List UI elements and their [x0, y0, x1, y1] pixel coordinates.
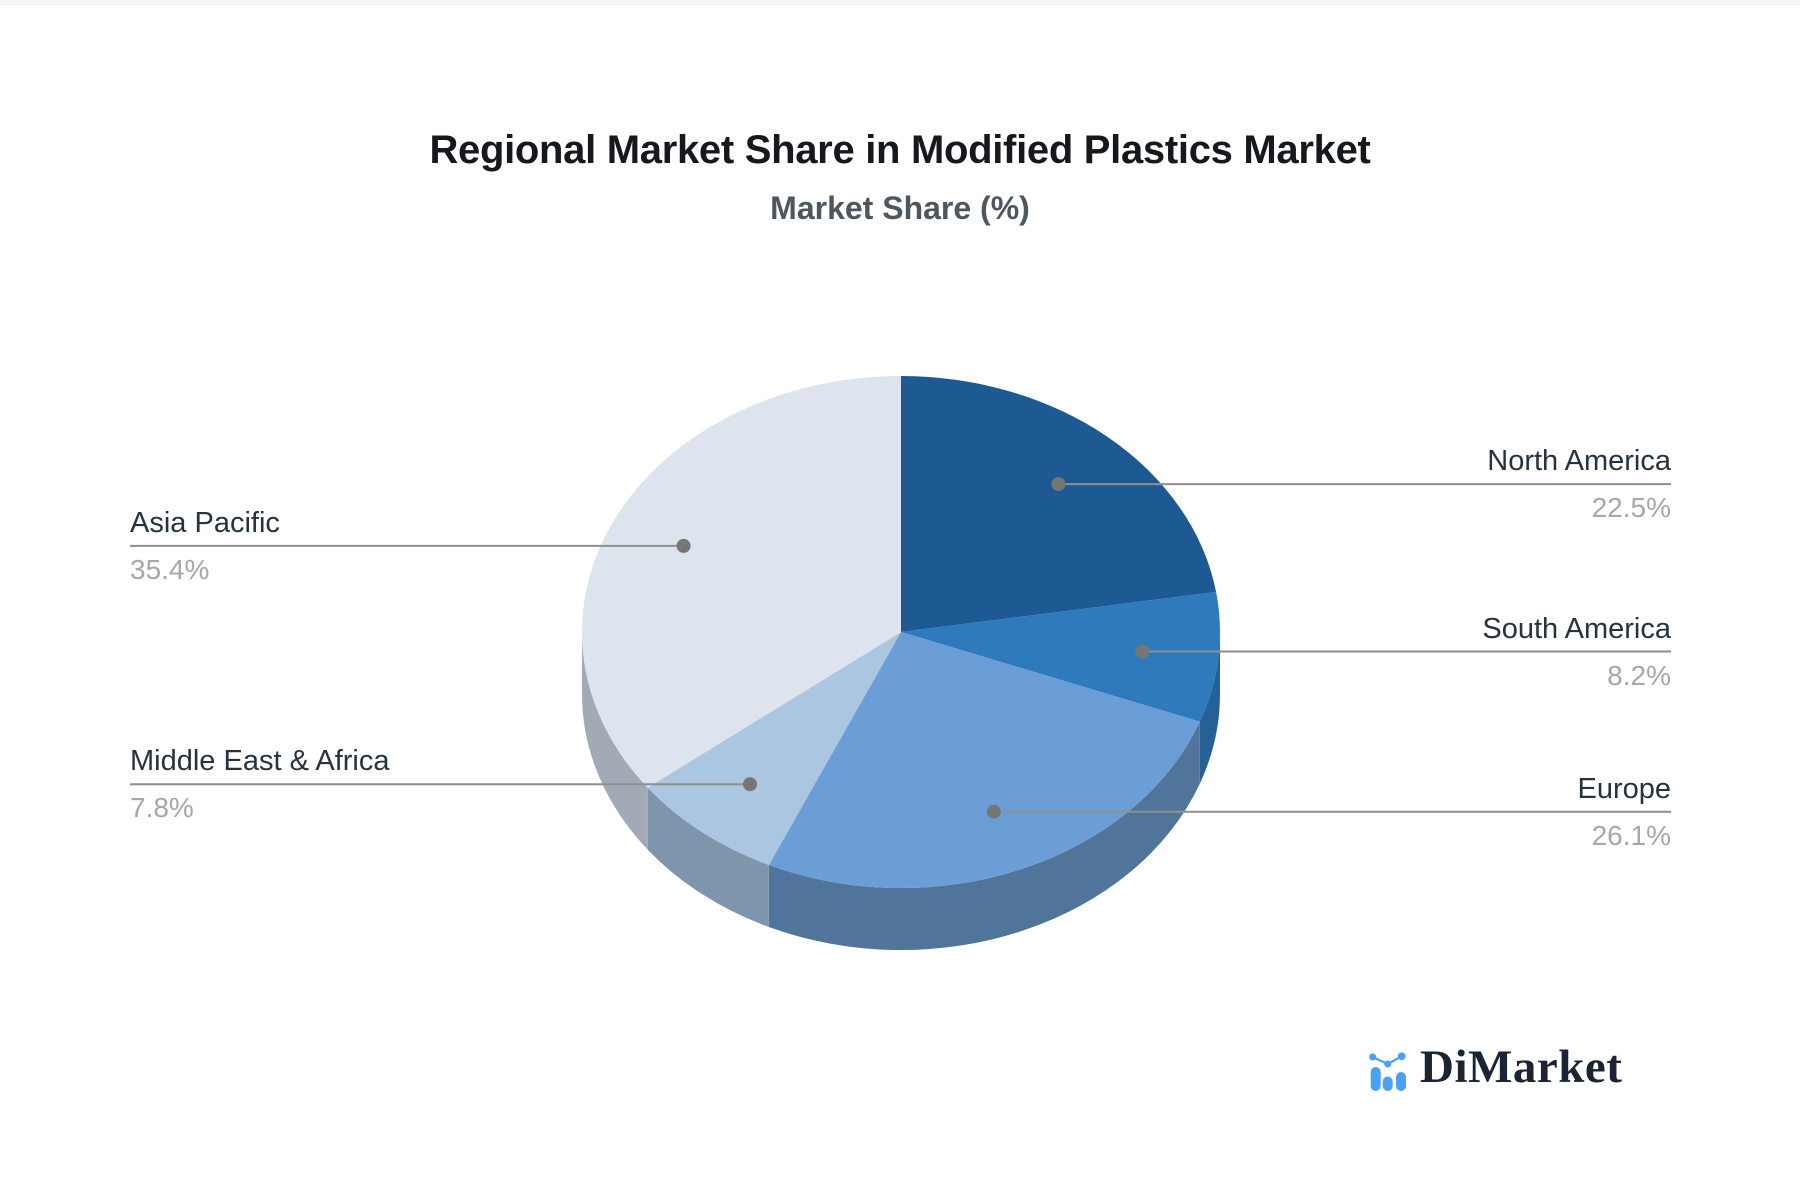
pie-slice-middle-east-africa[interactable] [647, 632, 901, 865]
slice-name: Europe [1577, 772, 1671, 805]
callout-label-middle-east-africa: Middle East & Africa 7.8% [130, 744, 390, 824]
slice-name: South America [1482, 612, 1671, 645]
slice-percent: 26.1% [1591, 819, 1671, 851]
slice-percent: 35.4% [130, 553, 210, 585]
dimarket-logo: DiMarket [1367, 1044, 1622, 1091]
pie-slice-side-middle-east-africa [647, 787, 769, 927]
callout-label-europe: Europe 26.1% [1577, 772, 1671, 852]
slice-percent: 7.8% [130, 792, 194, 824]
chart-title: Regional Market Share in Modified Plasti… [429, 128, 1371, 172]
slice-name: North America [1487, 445, 1671, 478]
pie-slice-side-asia-pacific [582, 632, 648, 850]
pie-slice-europe[interactable] [768, 632, 1200, 889]
slice-percent: 8.2% [1607, 659, 1671, 691]
pie-slice-north-america[interactable] [901, 376, 1217, 632]
leader-dot-asia-pacific [676, 538, 691, 553]
leader-dot-europe [986, 804, 1001, 819]
leader-dot-north-america [1051, 477, 1066, 492]
callout-label-north-america: North America 22.5% [1487, 444, 1671, 524]
leader-dot-south-america [1135, 644, 1150, 659]
callout-label-south-america: South America 8.2% [1482, 612, 1671, 692]
pie-slice-asia-pacific[interactable] [582, 376, 901, 788]
pie-slice-side-south-america [1199, 632, 1220, 784]
callout-label-asia-pacific: Asia Pacific 35.4% [130, 506, 280, 586]
slice-name: Middle East & Africa [130, 745, 390, 778]
pie-slice-side-europe [768, 721, 1200, 951]
top-strip [0, 0, 1800, 5]
chart-subtitle: Market Share (%) [770, 190, 1030, 226]
pie-slice-south-america[interactable] [901, 592, 1221, 722]
slice-name: Asia Pacific [130, 506, 280, 539]
slice-percent: 22.5% [1591, 492, 1671, 524]
bar-line-chart-icon [1369, 1052, 1406, 1091]
dimarket-logo-text: DiMarket [1420, 1041, 1623, 1093]
leader-dot-middle-east-africa [743, 777, 757, 792]
